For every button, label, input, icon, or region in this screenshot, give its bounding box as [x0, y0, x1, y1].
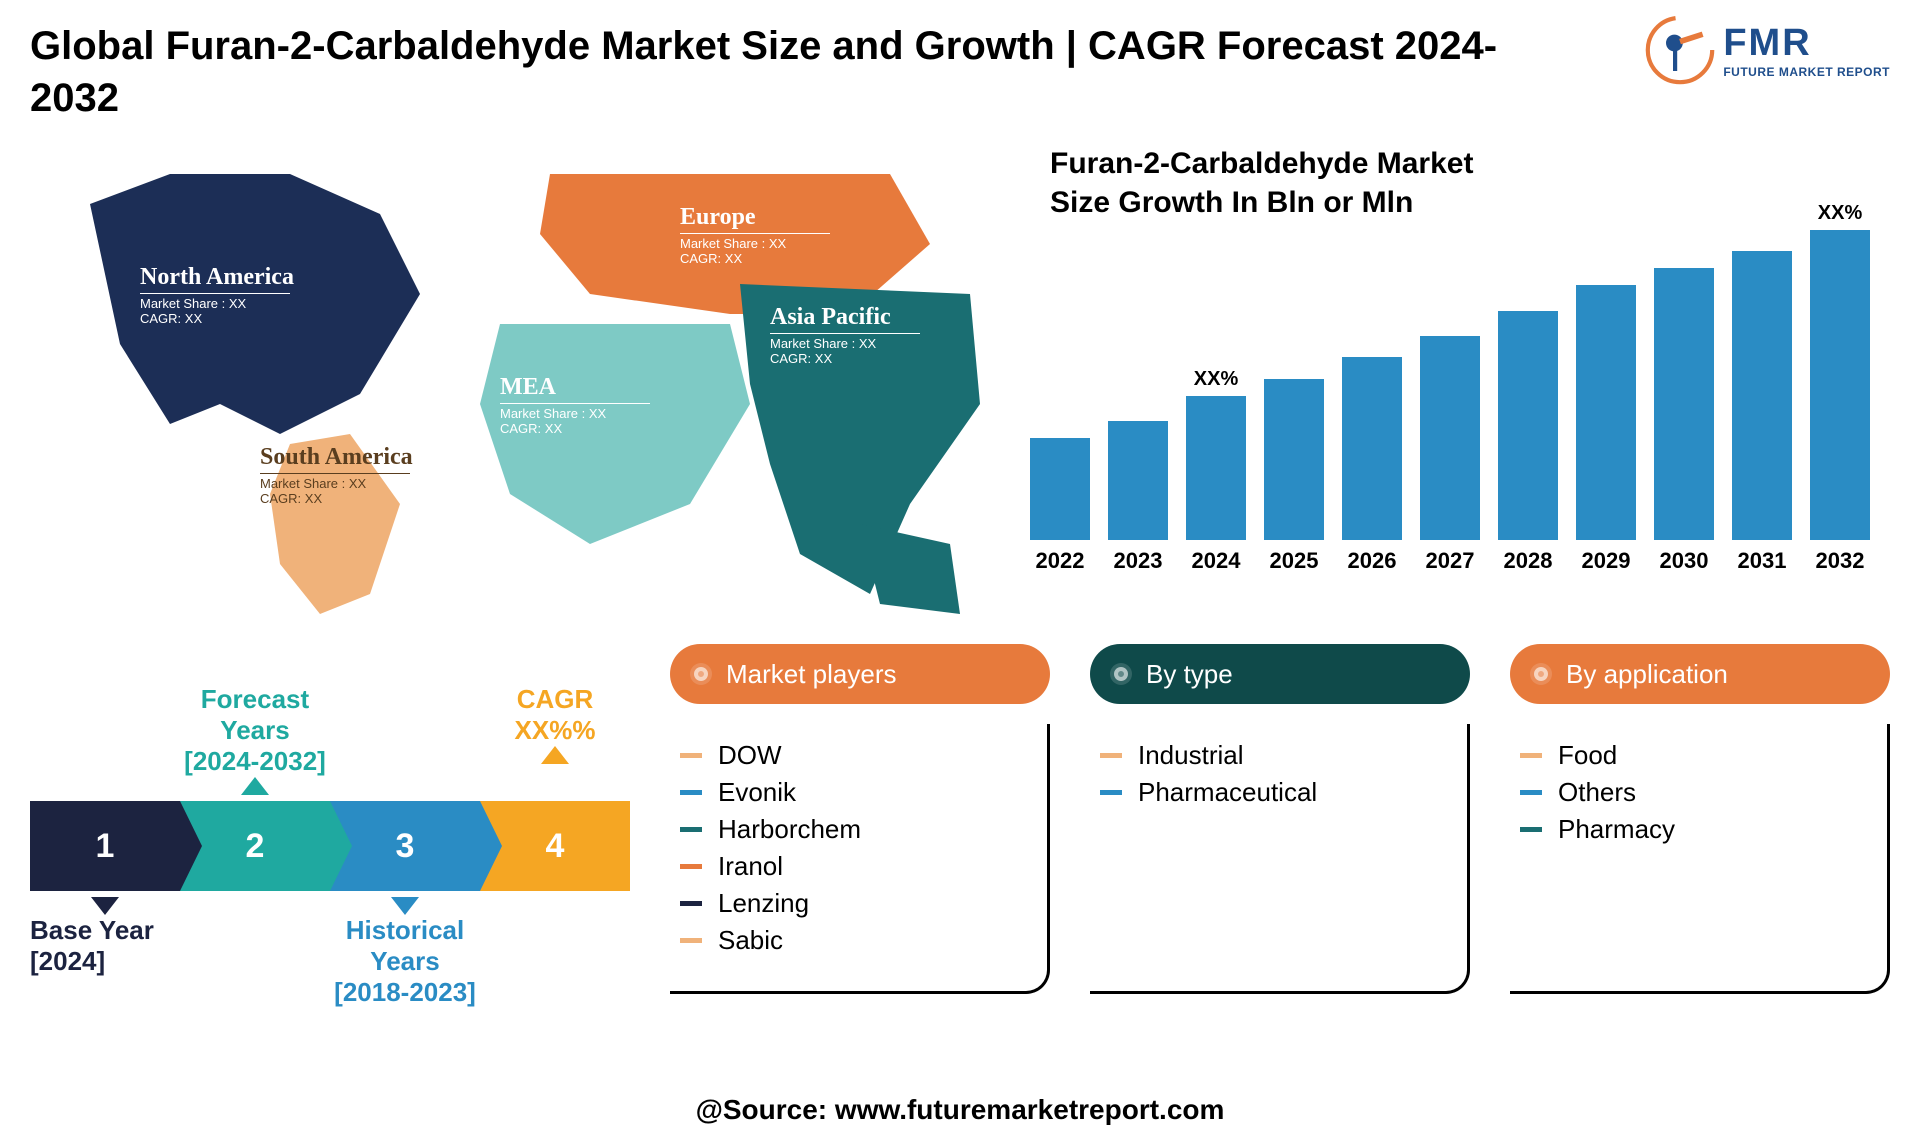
- base-year-label: Base Year: [30, 915, 180, 946]
- dash-icon: [680, 753, 702, 758]
- dash-icon: [1100, 753, 1122, 758]
- logo-subtext: FUTURE MARKET REPORT: [1723, 65, 1890, 79]
- list-item: Iranol: [680, 851, 1027, 882]
- market-players-column: Market players DOW Evonik Harborchem Iranol…: [670, 644, 1050, 1008]
- fmr-logo: FMR FUTURE MARKET REPORT: [1645, 15, 1890, 85]
- market-players-pill: Market players: [670, 644, 1050, 704]
- forecast-years-range: [2024-2032]: [180, 746, 330, 777]
- world-map: North AmericaMarket Share : XXCAGR: XX So…: [30, 144, 990, 604]
- timeline-step-1: 1: [30, 801, 180, 891]
- historical-years-range: [2018-2023]: [330, 977, 480, 1008]
- list-item: Evonik: [680, 777, 1027, 808]
- source-footer: @Source: www.futuremarketreport.com: [0, 1094, 1920, 1126]
- arrow-up-icon: [541, 746, 569, 764]
- bar-chart: Furan-2-Carbaldehyde Market Size Growth …: [990, 144, 1890, 604]
- forecast-years-label: Forecast Years: [180, 684, 330, 746]
- bar-2026: 2026: [1342, 357, 1402, 574]
- dash-icon: [680, 827, 702, 832]
- list-item: DOW: [680, 740, 1027, 771]
- bar-2029: 2029: [1576, 285, 1636, 574]
- page-title: Global Furan-2-Carbaldehyde Market Size …: [30, 20, 1530, 124]
- dash-icon: [1520, 753, 1542, 758]
- dash-icon: [1520, 790, 1542, 795]
- pill-label: By type: [1146, 659, 1233, 690]
- region-label-europe: EuropeMarket Share : XXCAGR: XX: [680, 204, 830, 266]
- list-item: Others: [1520, 777, 1867, 808]
- dash-icon: [1100, 790, 1122, 795]
- bar-2028: 2028: [1498, 311, 1558, 575]
- base-year-range: [2024]: [30, 946, 180, 977]
- chart-title: Furan-2-Carbaldehyde Market Size Growth …: [1050, 144, 1480, 222]
- timeline-infographic: Forecast Years [2024-2032] CAGR XX%% 123…: [30, 644, 630, 1008]
- by-type-pill: By type: [1090, 644, 1470, 704]
- arrow-down-icon: [391, 897, 419, 915]
- bar-2022: 2022: [1030, 438, 1090, 574]
- by-application-column: By application Food Others Pharmacy: [1510, 644, 1890, 1008]
- arrow-up-icon: [241, 777, 269, 795]
- pill-label: Market players: [726, 659, 897, 690]
- pill-label: By application: [1566, 659, 1728, 690]
- list-item: Industrial: [1100, 740, 1447, 771]
- dash-icon: [680, 938, 702, 943]
- dash-icon: [1520, 827, 1542, 832]
- list-item: Harborchem: [680, 814, 1027, 845]
- dot-icon: [1534, 667, 1548, 681]
- dash-icon: [680, 790, 702, 795]
- bar-2031: 2031: [1732, 251, 1792, 574]
- bar-2025: 2025: [1264, 379, 1324, 575]
- list-item: Food: [1520, 740, 1867, 771]
- dot-icon: [1114, 667, 1128, 681]
- bar-2024: XX%2024: [1186, 396, 1246, 575]
- bar-2023: 2023: [1108, 421, 1168, 574]
- telescope-icon: [1645, 15, 1715, 85]
- region-label-north_america: North AmericaMarket Share : XXCAGR: XX: [140, 264, 294, 326]
- bar-2032: XX%2032: [1810, 230, 1870, 574]
- region-label-mea: MEAMarket Share : XXCAGR: XX: [500, 374, 650, 436]
- list-item: Pharmacy: [1520, 814, 1867, 845]
- bar-2027: 2027: [1420, 336, 1480, 574]
- list-item: Sabic: [680, 925, 1027, 956]
- timeline-step-2: 2: [180, 801, 330, 891]
- region-label-south_america: South AmericaMarket Share : XXCAGR: XX: [260, 444, 413, 506]
- bar-2030: 2030: [1654, 268, 1714, 574]
- region-label-asia_pacific: Asia PacificMarket Share : XXCAGR: XX: [770, 304, 920, 366]
- list-item: Lenzing: [680, 888, 1027, 919]
- dash-icon: [680, 864, 702, 869]
- historical-years-label: Historical Years: [330, 915, 480, 977]
- timeline-step-4: 4: [480, 801, 630, 891]
- by-type-column: By type Industrial Pharmaceutical: [1090, 644, 1470, 1008]
- cagr-label: CAGR: [480, 684, 630, 715]
- arrow-down-icon: [91, 897, 119, 915]
- timeline-step-3: 3: [330, 801, 480, 891]
- logo-text: FMR: [1723, 22, 1890, 65]
- by-application-pill: By application: [1510, 644, 1890, 704]
- dash-icon: [680, 901, 702, 906]
- dot-icon: [694, 667, 708, 681]
- cagr-value: XX%%: [480, 715, 630, 746]
- list-item: Pharmaceutical: [1100, 777, 1447, 808]
